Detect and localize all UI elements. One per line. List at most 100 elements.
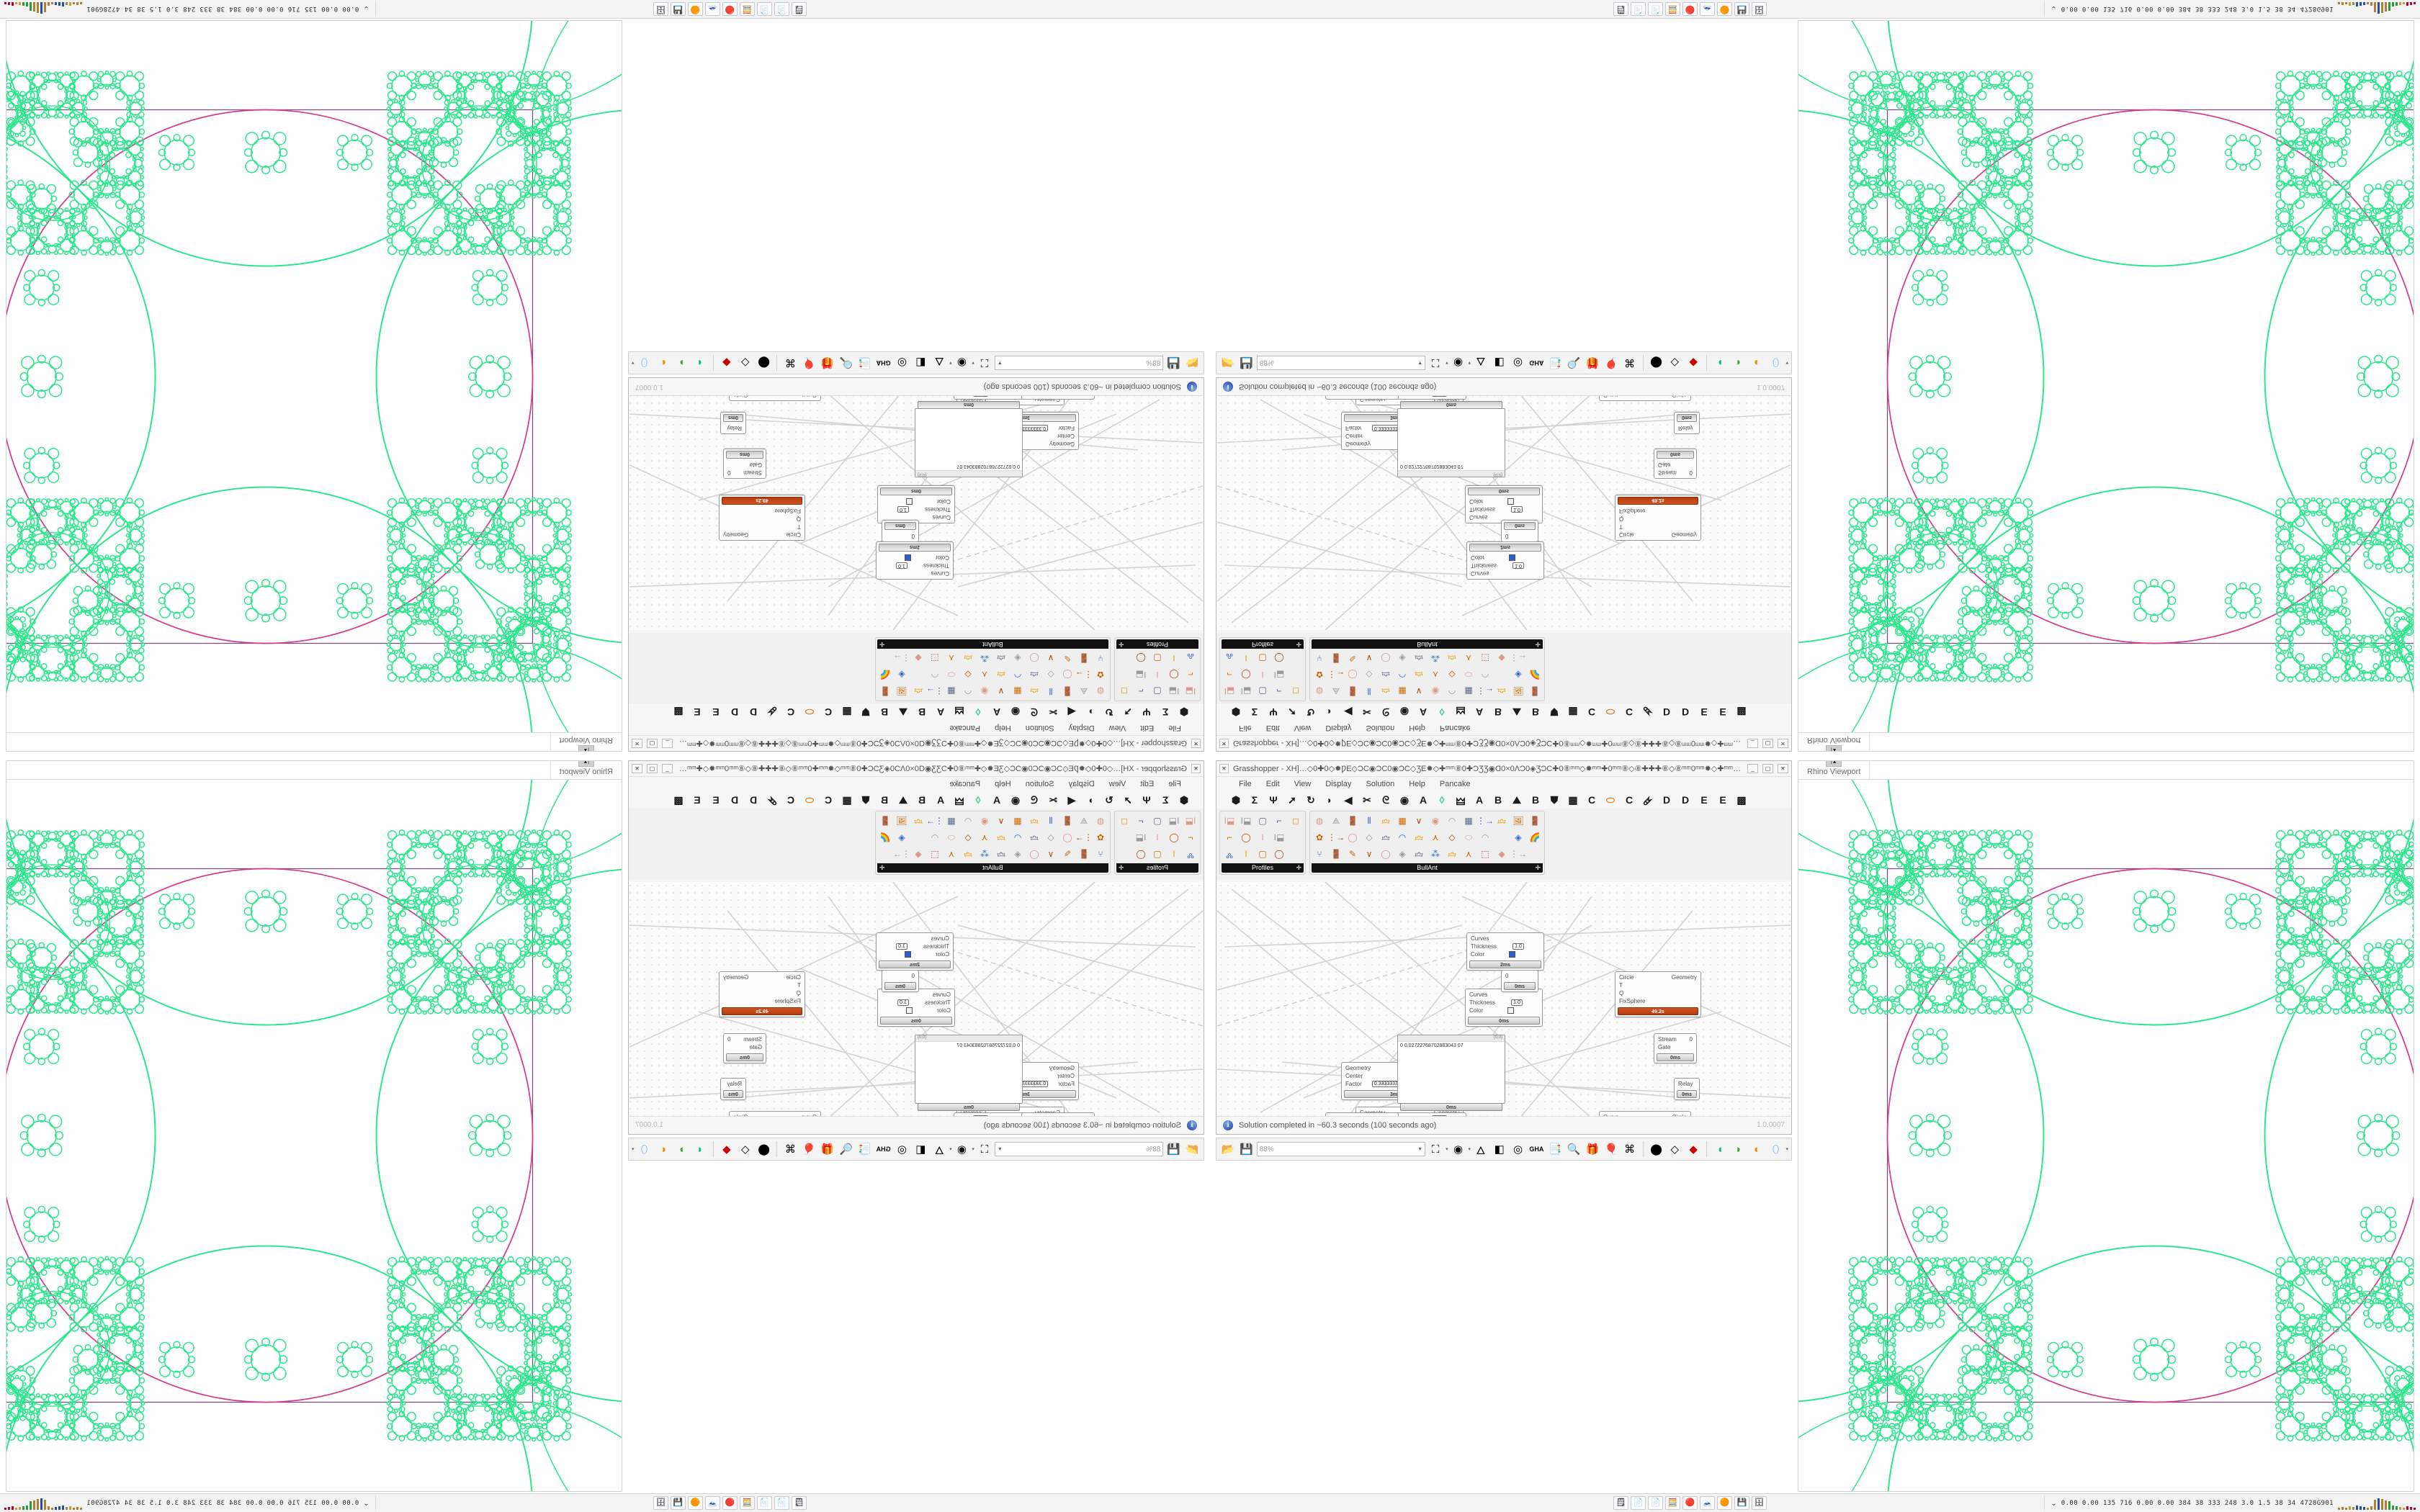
menu-item-help[interactable]: Help xyxy=(1409,724,1425,732)
intersect-tab[interactable]: ◀ xyxy=(1344,706,1353,719)
chevron-down-icon[interactable]: ▾ xyxy=(1446,360,1448,365)
ribbon-icon-bullant-41[interactable] xyxy=(1527,650,1543,666)
terrain-tab[interactable]: ⛰ xyxy=(1512,706,1521,719)
menu-item-view[interactable]: View xyxy=(1108,724,1126,732)
ribbon-icon-bullant-41[interactable] xyxy=(877,650,893,666)
ribbon-icon-bullant-21[interactable]: ◉ xyxy=(980,686,989,696)
ribbon-icon-bullant-16[interactable]: ◠ xyxy=(1398,670,1407,680)
system-monitor-widget[interactable]: ⌄ 0.00 0.00 135 716 0.00 0.00 384 38 333… xyxy=(4,1,376,17)
b2-tab[interactable]: B xyxy=(1531,706,1540,718)
gh-task[interactable]: 🗻 xyxy=(705,2,720,16)
menu-item-file[interactable]: File xyxy=(1168,724,1181,732)
floppy-task[interactable]: 💾 xyxy=(671,2,686,16)
render-black-icon[interactable]: ⬤ xyxy=(1650,356,1662,369)
ribbon-icon-bullant-19[interactable]: 🝞 xyxy=(996,668,1006,679)
gh-component-custom-preview-2[interactable]: Curves Thickness 1.0 Color 0ms xyxy=(877,485,955,523)
ribbon-icon-bullant-29[interactable]: ⋏ xyxy=(948,653,955,663)
gift-icon[interactable]: 🎁 xyxy=(1585,356,1600,369)
gh-param-row[interactable]: Color xyxy=(1469,498,1538,505)
ribbon-icon-bullant-1[interactable]: ✿ xyxy=(1315,670,1324,680)
gh-component-circle-fixsphere[interactable]: Circle Geometry T Q FixSphere 49.2s xyxy=(719,495,805,541)
search-icon[interactable]: 🔍 xyxy=(1567,356,1581,369)
ribbon-icon-profiles-1[interactable]: ⌐ xyxy=(1227,670,1232,680)
view-blue-icon[interactable]: ⬯ xyxy=(640,356,648,369)
ribbon-icon-profiles-10[interactable]: I⬓ xyxy=(1273,670,1285,680)
ribbon-icon-bullant-27[interactable]: ▦ xyxy=(947,686,956,696)
calc-task[interactable]: 🧮 xyxy=(740,2,755,16)
shield-tab[interactable]: ⛊ xyxy=(861,706,870,719)
gh-param-row[interactable]: FixSphere xyxy=(723,507,801,515)
ribbon-icon-bullant-27[interactable]: ▦ xyxy=(1464,686,1473,696)
ribbon-icon-bullant-10[interactable]: ◇ xyxy=(1047,670,1054,680)
panel-expand-icon[interactable]: ✛ xyxy=(879,641,885,648)
gh-param-row[interactable]: Stream 0 xyxy=(1658,469,1693,477)
matrix-tab[interactable]: ▩ xyxy=(1736,706,1747,719)
ribbon-icon-bullant-15[interactable]: ▦ xyxy=(1398,686,1407,696)
flame-icon[interactable]: 🜂 xyxy=(934,355,944,368)
ribbon-icon-profiles-12[interactable]: ◻ xyxy=(1121,686,1128,696)
ribbon-icon-bullant-15[interactable]: ▦ xyxy=(1013,686,1022,696)
gh-param-row[interactable]: Thickness 1.0 xyxy=(882,505,951,513)
gh-component-curve-to-circle[interactable]: CurveCircleTolerance0.00000000040ms xyxy=(729,395,821,401)
display-tab[interactable]: ᘓ xyxy=(1031,706,1038,719)
gh-param-row[interactable]: T xyxy=(1619,523,1697,531)
display-tab[interactable]: ᘓ xyxy=(1382,706,1389,719)
save-icon[interactable]: 💾 xyxy=(1166,356,1180,369)
view-green-icon[interactable]: ◗ xyxy=(678,356,685,369)
ribbon-icon-bullant-26[interactable]: 🝞 xyxy=(963,652,973,662)
surface-tab[interactable]: ↻ xyxy=(1105,706,1113,719)
menu-item-solution[interactable]: Solution xyxy=(1366,724,1395,732)
ribbon-icon-bullant-38[interactable]: ⋮→ xyxy=(893,653,910,663)
c-tab[interactable]: C xyxy=(1587,706,1596,718)
ribbon-icon-bullant-40[interactable]: 🌈 xyxy=(879,670,891,680)
ribbon-icon-bullant-22[interactable]: ⋏ xyxy=(1432,670,1439,680)
open-icon[interactable]: 📂 xyxy=(1185,356,1199,369)
params-tab[interactable]: ◉ xyxy=(1010,706,1021,719)
menu-item-display[interactable]: Display xyxy=(1068,724,1095,732)
ribbon-icon-bullant-39[interactable]: 🚪 xyxy=(1529,686,1541,696)
gh-panel-number-panel[interactable]: {0;0} 0 0.02722768702883043 07 0ms xyxy=(915,401,1023,477)
maths-tab[interactable]: ⬢ xyxy=(1231,706,1241,719)
menu-item-view[interactable]: View xyxy=(1294,724,1312,732)
chevron-down-icon[interactable]: ▾ xyxy=(1785,360,1788,365)
ribbon-icon-bullant-3[interactable]: ⟁ xyxy=(1332,686,1340,697)
leaf-tab[interactable]: ◊ xyxy=(975,706,981,718)
b-tab[interactable]: B xyxy=(918,706,926,718)
ribbon-icon-bullant-33[interactable]: 🝞 xyxy=(1497,685,1507,696)
ribbon-icon-bullant-14[interactable]: ◯ xyxy=(1381,653,1391,663)
menu-item-file[interactable]: File xyxy=(1239,724,1252,732)
ribbon-icon-bullant-21[interactable]: ◉ xyxy=(1431,686,1440,696)
rhino-task[interactable]: 🔴 xyxy=(722,2,738,16)
ribbon-icon-bullant-36[interactable]: 🖼 xyxy=(896,686,908,696)
gift-icon[interactable]: 🎁 xyxy=(820,356,835,369)
rhino-viewport[interactable]: |▲ Rhino Viewport xyxy=(6,20,622,752)
ribbon-icon-bullant-12[interactable]: 🝞 xyxy=(1381,685,1391,696)
ribbon-icon-bullant-2[interactable]: ⑂ xyxy=(1098,653,1103,663)
tree-tab[interactable]: 🜲 xyxy=(1456,705,1466,717)
gh-param-row[interactable]: Gate xyxy=(1658,461,1693,469)
ribbon-icon-profiles-7[interactable]: I xyxy=(1156,670,1159,680)
ribbon-icon-profiles-6[interactable]: ▢ xyxy=(1258,686,1267,696)
ribbon-icon-bullant-19[interactable]: 🝞 xyxy=(1414,668,1424,679)
clip-icon[interactable]: ◧ xyxy=(1494,356,1505,369)
c2-tab[interactable]: C xyxy=(786,706,795,718)
ribbon-icon-bullant-29[interactable]: ⋏ xyxy=(1465,653,1472,663)
ribbon-icon-bullant-37[interactable]: ◈ xyxy=(1515,670,1522,680)
gh-param-row[interactable]: Stream 0 xyxy=(727,469,762,477)
ribbon-icon-bullant-28[interactable]: ⬭ xyxy=(1464,670,1473,680)
ribbon-icon-profiles-11[interactable]: ◯ xyxy=(1274,653,1284,663)
a2-tab[interactable]: A xyxy=(936,706,945,718)
render-black-icon[interactable]: ⬤ xyxy=(758,356,770,369)
ribbon-icon-bullant-17[interactable]: ◈ xyxy=(1014,653,1021,663)
curve-tab[interactable]: ➚ xyxy=(1124,706,1132,719)
tab-scroll-icon[interactable]: |▲ xyxy=(578,745,594,752)
e2-tab[interactable]: E xyxy=(1719,706,1726,718)
flame-icon[interactable]: 🜂 xyxy=(1476,355,1486,368)
ribbon-icon-bullant-9[interactable]: ⦀ xyxy=(1367,686,1371,697)
ribbon-icon-profiles-0[interactable]: I⬓ xyxy=(1224,686,1235,696)
ribbon-icon-bullant-32[interactable]: ⬚ xyxy=(1481,653,1489,663)
ribbon-icon-bullant-14[interactable]: ◯ xyxy=(1029,653,1039,663)
clip-icon[interactable]: ◧ xyxy=(915,356,926,369)
gh-param-row[interactable]: Relay xyxy=(1678,424,1695,432)
panel-expand-icon[interactable]: ✛ xyxy=(1119,641,1124,648)
